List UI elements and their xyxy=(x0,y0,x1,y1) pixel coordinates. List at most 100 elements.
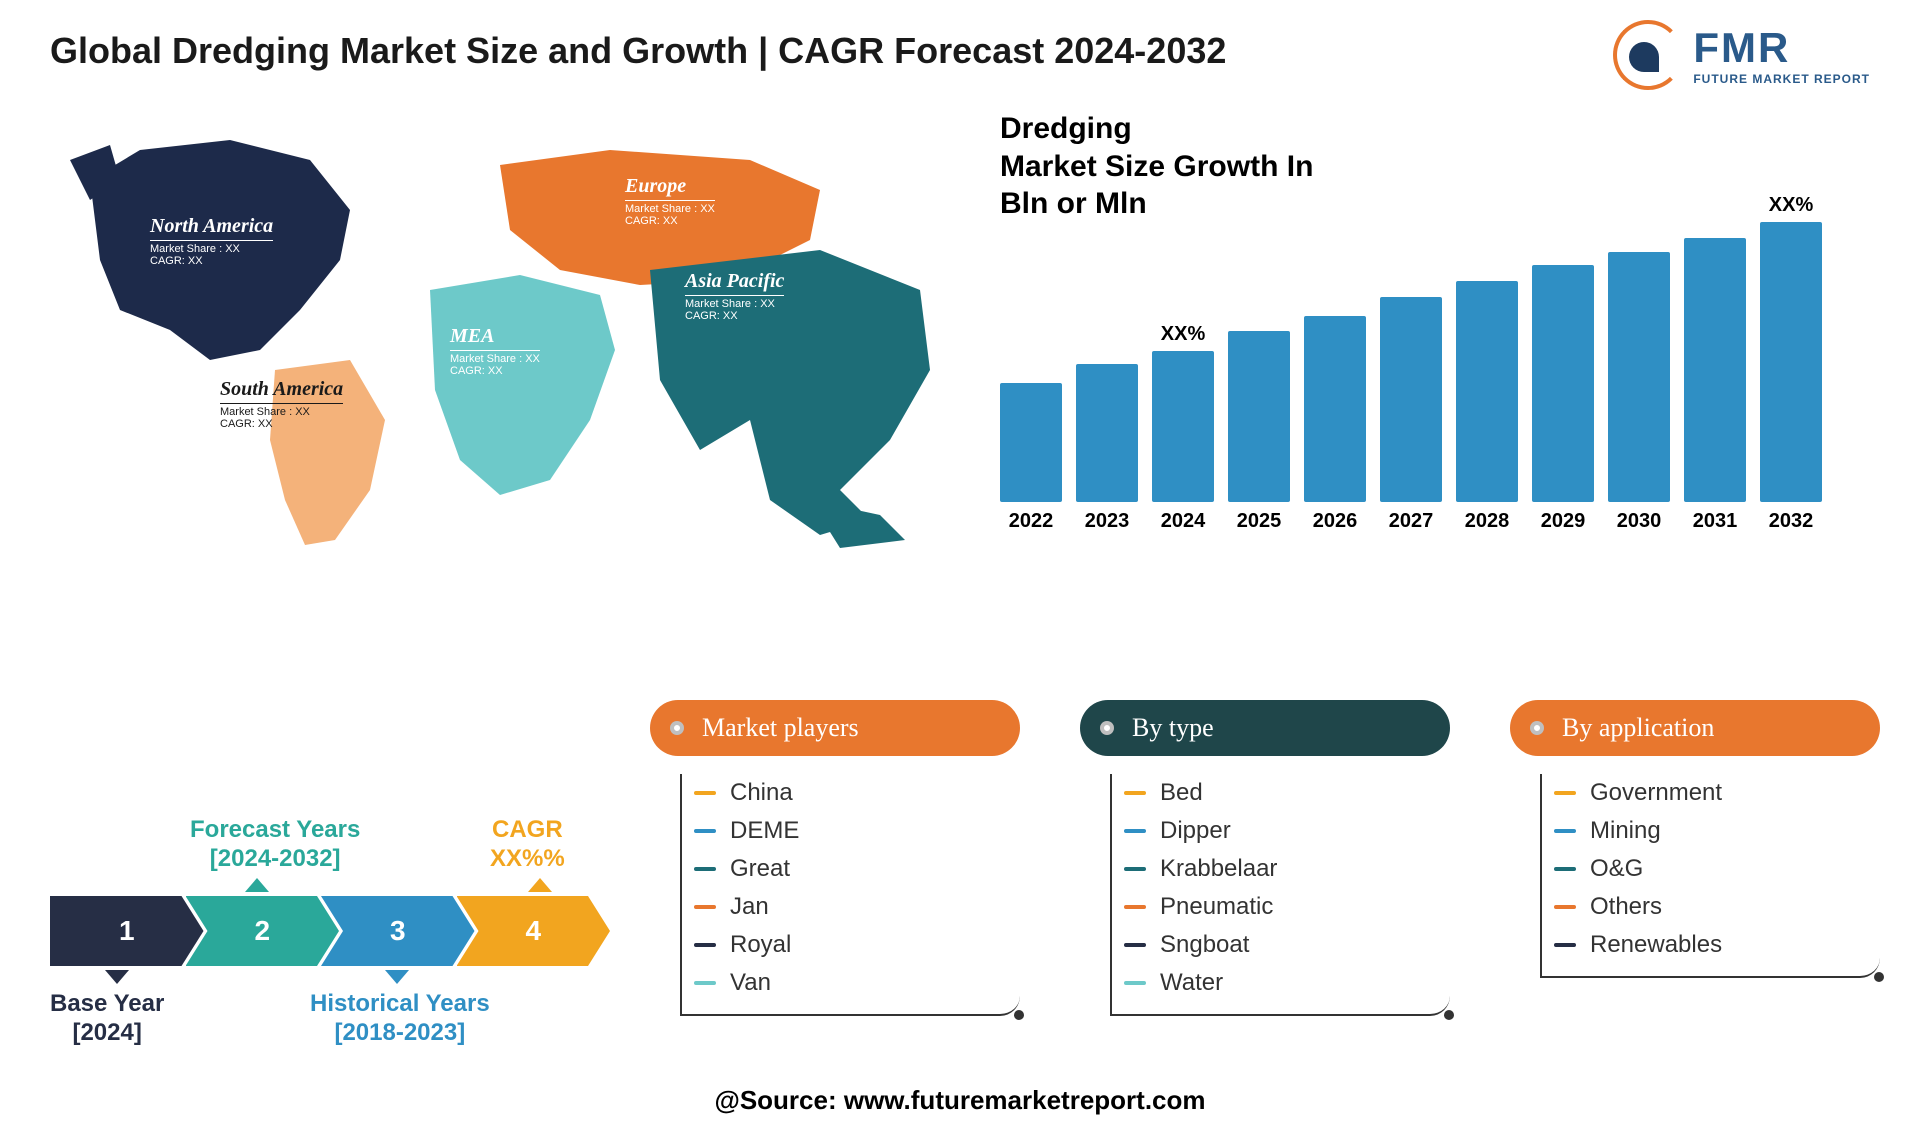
bullet-icon xyxy=(694,829,716,833)
bullet-icon xyxy=(1124,905,1146,909)
list-item: Royal xyxy=(694,926,1000,964)
bar-year-label: 2029 xyxy=(1541,510,1586,533)
category-1: By typeBedDipperKrabbelaarPneumaticSngbo… xyxy=(1080,700,1450,1016)
list-item: O&G xyxy=(1554,850,1860,888)
bar xyxy=(1608,252,1670,502)
bar-2031: 2031 xyxy=(1684,238,1746,533)
bar-2024: XX%2024 xyxy=(1152,351,1214,533)
bullet-icon xyxy=(1554,829,1576,833)
category-title: By application xyxy=(1562,713,1714,743)
list-item: Others xyxy=(1554,888,1860,926)
bar-year-label: 2027 xyxy=(1389,510,1434,533)
bar-year-label: 2031 xyxy=(1693,510,1738,533)
bullet-icon xyxy=(694,867,716,871)
timeline-seg-2: 2 xyxy=(186,896,340,966)
list-item-label: Sngboat xyxy=(1160,931,1249,959)
bar-2028: 2028 xyxy=(1456,281,1518,533)
list-item-label: O&G xyxy=(1590,855,1643,883)
list-item: DEME xyxy=(694,812,1000,850)
list-item-label: Government xyxy=(1590,779,1722,807)
label-north-america: North America Market Share : XX CAGR: XX xyxy=(150,215,273,267)
category-pill: By type xyxy=(1080,700,1450,756)
bar xyxy=(1532,265,1594,502)
bar-2027: 2027 xyxy=(1380,297,1442,533)
ann-base: Base Year [2024] xyxy=(50,990,164,1048)
list-item: Water xyxy=(1124,964,1430,1002)
bar-annotation: XX% xyxy=(1769,194,1813,217)
bullet-icon xyxy=(1554,867,1576,871)
page-title: Global Dredging Market Size and Growth |… xyxy=(50,30,1226,72)
bar xyxy=(1456,281,1518,502)
pill-dot-icon xyxy=(670,721,684,735)
ann-forecast: Forecast Years [2024-2032] xyxy=(190,816,360,874)
list-item: China xyxy=(694,774,1000,812)
label-south-america: South America Market Share : XX CAGR: XX xyxy=(220,378,343,430)
list-item-label: Royal xyxy=(730,931,791,959)
list-item-label: Jan xyxy=(730,893,769,921)
bar-2029: 2029 xyxy=(1532,265,1594,533)
list-item: Government xyxy=(1554,774,1860,812)
list-item-label: Van xyxy=(730,969,771,997)
bar-year-label: 2028 xyxy=(1465,510,1510,533)
bullet-icon xyxy=(694,791,716,795)
tri-hist xyxy=(385,970,409,984)
bar xyxy=(1380,297,1442,502)
growth-chart: Dredging Market Size Growth In Bln or Ml… xyxy=(1000,110,1860,540)
bar-year-label: 2023 xyxy=(1085,510,1130,533)
categories: Market players China DEME Great Jan Royal Van B… xyxy=(650,700,1880,1016)
bullet-icon xyxy=(694,905,716,909)
list-item: Jan xyxy=(694,888,1000,926)
category-title: By type xyxy=(1132,713,1214,743)
bar-2032: XX%2032 xyxy=(1760,222,1822,533)
bar xyxy=(1304,316,1366,501)
world-map: North America Market Share : XX CAGR: XX… xyxy=(50,120,950,550)
list-item: Dipper xyxy=(1124,812,1430,850)
logo-subtitle: FUTURE MARKET REPORT xyxy=(1693,72,1870,86)
bullet-icon xyxy=(1124,829,1146,833)
bar-year-label: 2022 xyxy=(1009,510,1054,533)
list-item-label: Mining xyxy=(1590,817,1661,845)
bar xyxy=(1760,222,1822,502)
timeline-row: 1234 xyxy=(50,896,610,966)
list-item-label: Dipper xyxy=(1160,817,1231,845)
ann-hist: Historical Years [2018-2023] xyxy=(310,990,490,1048)
pill-dot-icon xyxy=(1530,721,1544,735)
bar xyxy=(1076,364,1138,502)
label-asia-pacific: Asia Pacific Market Share : XX CAGR: XX xyxy=(685,270,784,322)
bullet-icon xyxy=(1554,791,1576,795)
source-line: @Source: www.futuremarketreport.com xyxy=(0,1085,1920,1116)
chart-title: Dredging Market Size Growth In Bln or Ml… xyxy=(1000,110,1860,223)
list-item-label: Water xyxy=(1160,969,1223,997)
bar-annotation: XX% xyxy=(1161,323,1205,346)
bullet-icon xyxy=(1554,943,1576,947)
timeline-seg-1: 1 xyxy=(50,896,204,966)
tri-base xyxy=(105,970,129,984)
bar-2025: 2025 xyxy=(1228,331,1290,532)
bar xyxy=(1684,238,1746,502)
bar-year-label: 2024 xyxy=(1161,510,1206,533)
category-title: Market players xyxy=(702,713,859,743)
bullet-icon xyxy=(1124,981,1146,985)
timeline: Forecast Years [2024-2032] CAGR XX%% 123… xyxy=(50,896,610,966)
category-pill: By application xyxy=(1510,700,1880,756)
list-item: Renewables xyxy=(1554,926,1860,964)
bar-year-label: 2026 xyxy=(1313,510,1358,533)
list-item-label: Great xyxy=(730,855,790,883)
ann-cagr: CAGR XX%% xyxy=(490,816,565,874)
bar xyxy=(1228,331,1290,501)
bar-2030: 2030 xyxy=(1608,252,1670,533)
tri-forecast xyxy=(245,878,269,892)
timeline-seg-3: 3 xyxy=(321,896,475,966)
bullet-icon xyxy=(1124,791,1146,795)
bar-2026: 2026 xyxy=(1304,316,1366,532)
bar xyxy=(1152,351,1214,502)
bar-2022: 2022 xyxy=(1000,383,1062,532)
list-item-label: Pneumatic xyxy=(1160,893,1273,921)
bullet-icon xyxy=(1124,943,1146,947)
bullet-icon xyxy=(694,981,716,985)
list-item-label: Krabbelaar xyxy=(1160,855,1277,883)
tri-cagr xyxy=(528,878,552,892)
list-item-label: China xyxy=(730,779,793,807)
list-item-label: Renewables xyxy=(1590,931,1722,959)
logo-acronym: FMR xyxy=(1693,24,1870,72)
